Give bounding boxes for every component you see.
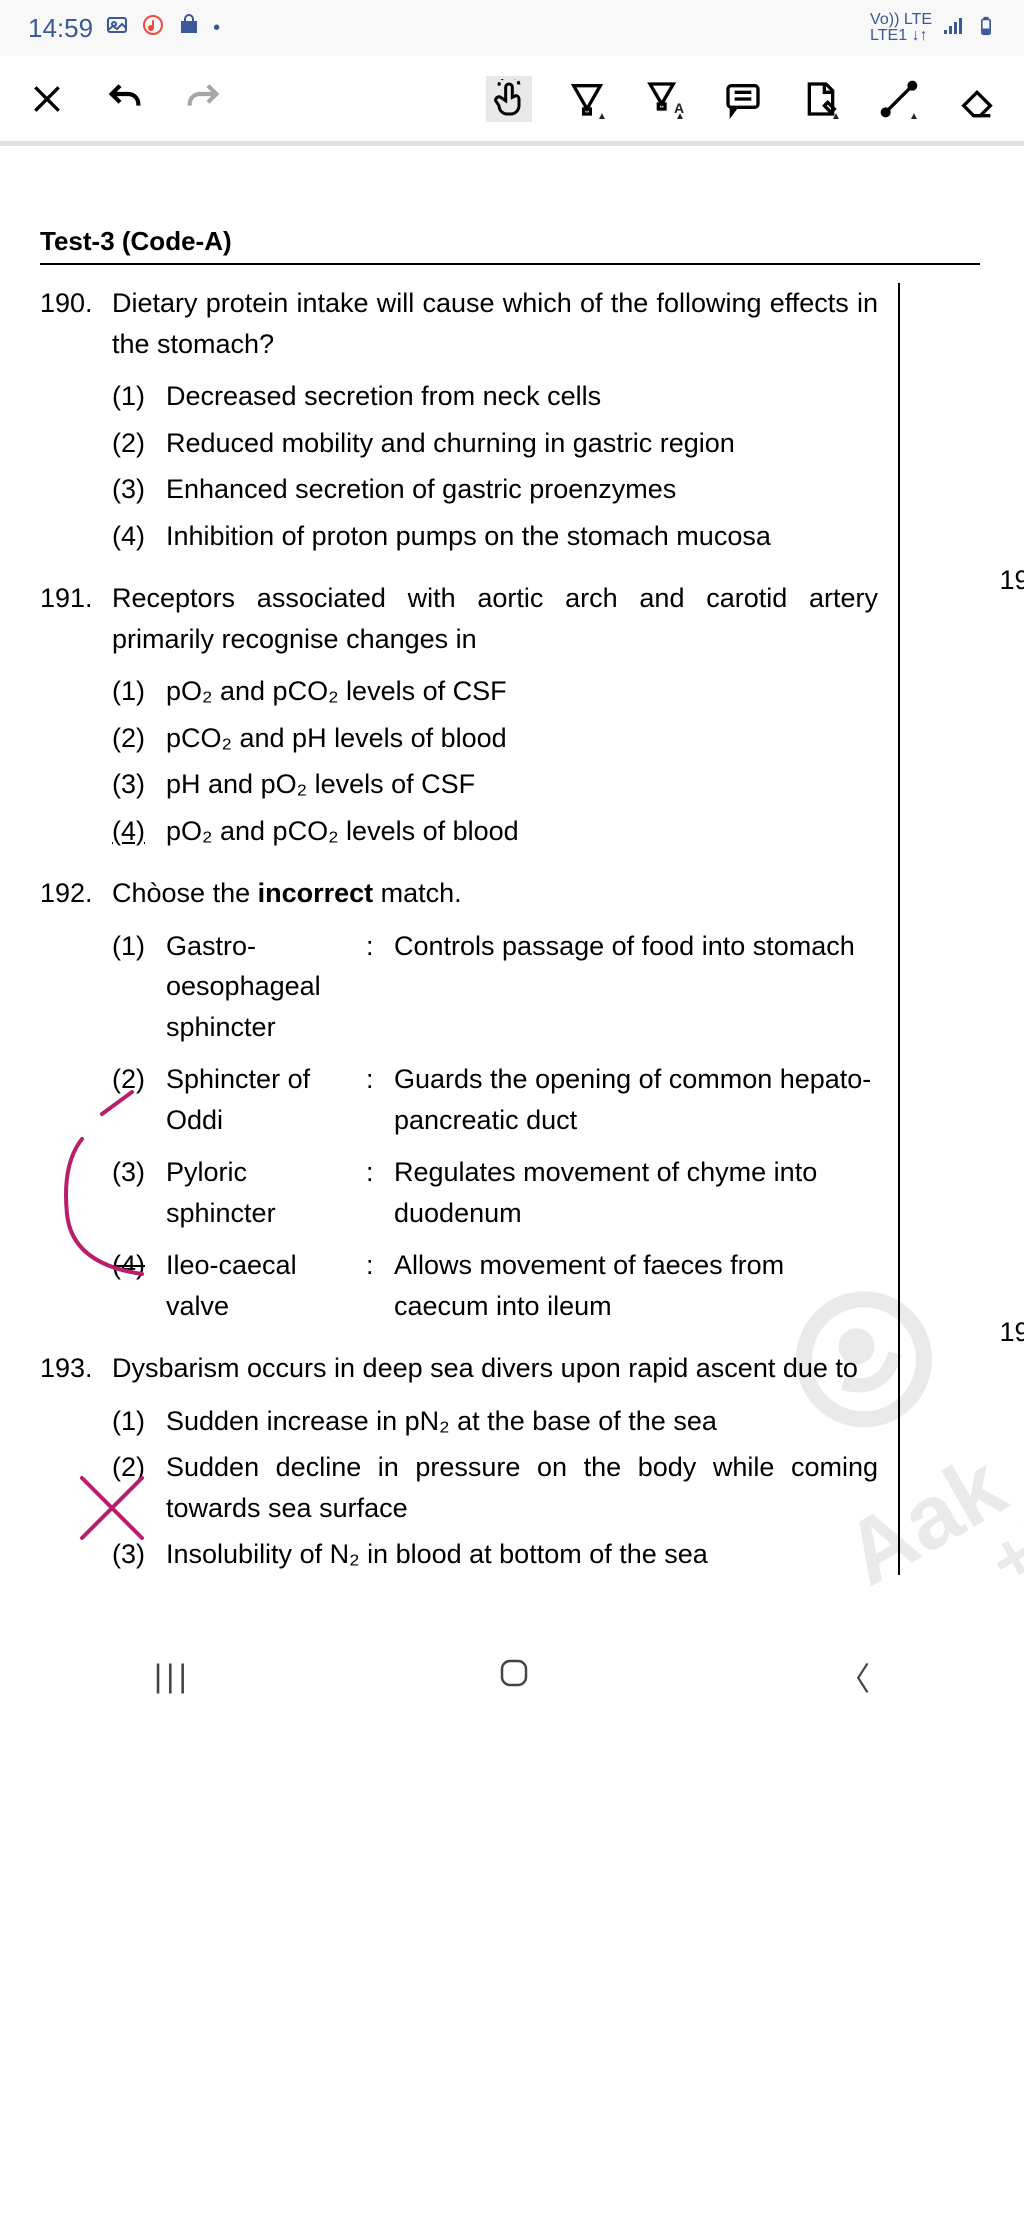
q192-r2c: : [366, 1059, 394, 1140]
q190-opt3: Enhanced secretion of gastric proenzymes [166, 469, 878, 510]
q192-r4r: Allows movement of faeces from caecum in… [394, 1245, 878, 1326]
question-193: 193. Dysbarism occurs in deep sea divers… [40, 1348, 878, 1575]
net-arrows: ↓↑ [912, 27, 928, 44]
q192-r2n: (2) [112, 1059, 166, 1140]
q191-opt2: pCO₂ and pH levels of blood [166, 718, 878, 759]
q192-r4n: (4) [112, 1245, 166, 1326]
q192-r1n: (1) [112, 926, 166, 1048]
q193-text: Dysbarism occurs in deep sea divers upon… [112, 1348, 878, 1389]
bag-icon [177, 13, 201, 44]
q192-r3l: Pyloric sphincter [166, 1152, 366, 1233]
q192-r1c: : [366, 926, 394, 1048]
comment-icon[interactable] [720, 76, 766, 122]
q192-r3n: (3) [112, 1152, 166, 1233]
q191-opt2n: (2) [112, 718, 166, 759]
touch-icon[interactable] [486, 76, 532, 122]
q190-opt4n: (4) [112, 516, 166, 557]
q192-num: 192. [40, 873, 112, 914]
gallery-icon [105, 13, 129, 44]
dot-icon: • [213, 17, 220, 40]
q191-text: Receptors associated with aortic arch an… [112, 578, 878, 659]
q190-text: Dietary protein intake will cause which … [112, 283, 878, 364]
question-190: 190. Dietary protein intake will cause w… [40, 283, 878, 556]
q190-opt4: Inhibition of proton pumps on the stomac… [166, 516, 878, 557]
highlighter-a-icon[interactable]: A ▲ [642, 76, 688, 122]
q190-opt1n: (1) [112, 376, 166, 417]
q190-opt2: Reduced mobility and churning in gastric… [166, 423, 878, 464]
q191-num: 191. [40, 578, 112, 659]
home-button[interactable] [498, 1657, 530, 1697]
battery-icon [976, 14, 996, 43]
eraser-icon[interactable] [954, 76, 1000, 122]
side-195: 195. [999, 565, 1024, 596]
status-time: 14:59 [28, 13, 93, 44]
q190-num: 190. [40, 283, 112, 364]
question-192: 192. Chòose the incorrect match. (1)Gast… [40, 873, 878, 1326]
q190-opt3n: (3) [112, 469, 166, 510]
signal-icon [942, 14, 966, 43]
q190-opt2n: (2) [112, 423, 166, 464]
q191-opt1n: (1) [112, 671, 166, 712]
highlighter-icon[interactable]: ▲ [564, 76, 610, 122]
undo-icon[interactable] [102, 76, 148, 122]
edit-page-icon[interactable]: ▲ [798, 76, 844, 122]
q191-opt3: pH and pO₂ levels of CSF [166, 764, 878, 805]
q191-opt4n: (4) [112, 811, 166, 852]
status-left: 14:59 • [28, 13, 220, 44]
editor-toolbar: ▲ A ▲ ▲ ▲ [0, 56, 1024, 146]
question-column-wrap: 190. Dietary protein intake will cause w… [40, 283, 980, 1575]
q191-opt1: pO₂ and pCO₂ levels of CSF [166, 671, 878, 712]
test-header: Test-3 (Code-A) [40, 226, 980, 265]
q193-num: 193. [40, 1348, 112, 1389]
system-nav-bar: ||| 〈 [0, 1637, 1024, 1717]
q193-opt1n: (1) [112, 1401, 166, 1442]
q193-opt2n: (2) [112, 1447, 166, 1528]
q192-r2r: Guards the opening of common hepato-panc… [394, 1059, 878, 1140]
q192-r1l: Gastro-oesophageal sphincter [166, 926, 366, 1048]
q192-r3c: : [366, 1152, 394, 1233]
svg-text:+D: +D [976, 1488, 1024, 1601]
side-196: 196. [999, 1317, 1024, 1348]
net-lte1: LTE1 [870, 27, 907, 44]
q192-r3r: Regulates movement of chyme into duodenu… [394, 1152, 878, 1233]
net-lte-top: LTE [904, 11, 932, 28]
q191-opt3n: (3) [112, 764, 166, 805]
question-191: 191. Receptors associated with aortic ar… [40, 578, 878, 851]
q193-opt3n: (3) [112, 1534, 166, 1575]
q193-opt2: Sudden decline in pressure on the body w… [166, 1447, 878, 1528]
q192-r1r: Controls passage of food into stomach [394, 926, 878, 1048]
line-icon[interactable]: ▲ [876, 76, 922, 122]
back-button[interactable]: 〈 [838, 1654, 870, 1700]
recent-apps-button[interactable]: ||| [154, 1658, 191, 1695]
status-bar: 14:59 • Vo)) LTE LTE1 ↓↑ [0, 0, 1024, 56]
music-icon [141, 13, 165, 44]
redo-icon[interactable] [180, 76, 226, 122]
document-content[interactable]: Test-3 (Code-A) 190. Dietary protein int… [0, 146, 1024, 1717]
status-right: Vo)) LTE LTE1 ↓↑ [870, 12, 996, 44]
q192-r4c: : [366, 1245, 394, 1326]
q193-opt1: Sudden increase in pN₂ at the base of th… [166, 1401, 878, 1442]
q190-opt1: Decreased secretion from neck cells [166, 376, 878, 417]
q192-r2l: Sphincter of Oddi [166, 1059, 366, 1140]
q192-text: Chòose the incorrect match. [112, 873, 878, 914]
close-icon[interactable] [24, 76, 70, 122]
q191-opt4: pO₂ and pCO₂ levels of blood [166, 811, 878, 852]
question-column: 190. Dietary protein intake will cause w… [40, 283, 900, 1575]
net-vo: Vo)) [870, 11, 899, 28]
q193-opt3: Insolubility of N₂ in blood at bottom of… [166, 1534, 878, 1575]
q192-r4l: Ileo-caecal valve [166, 1245, 366, 1326]
network-label: Vo)) LTE LTE1 ↓↑ [870, 12, 932, 44]
